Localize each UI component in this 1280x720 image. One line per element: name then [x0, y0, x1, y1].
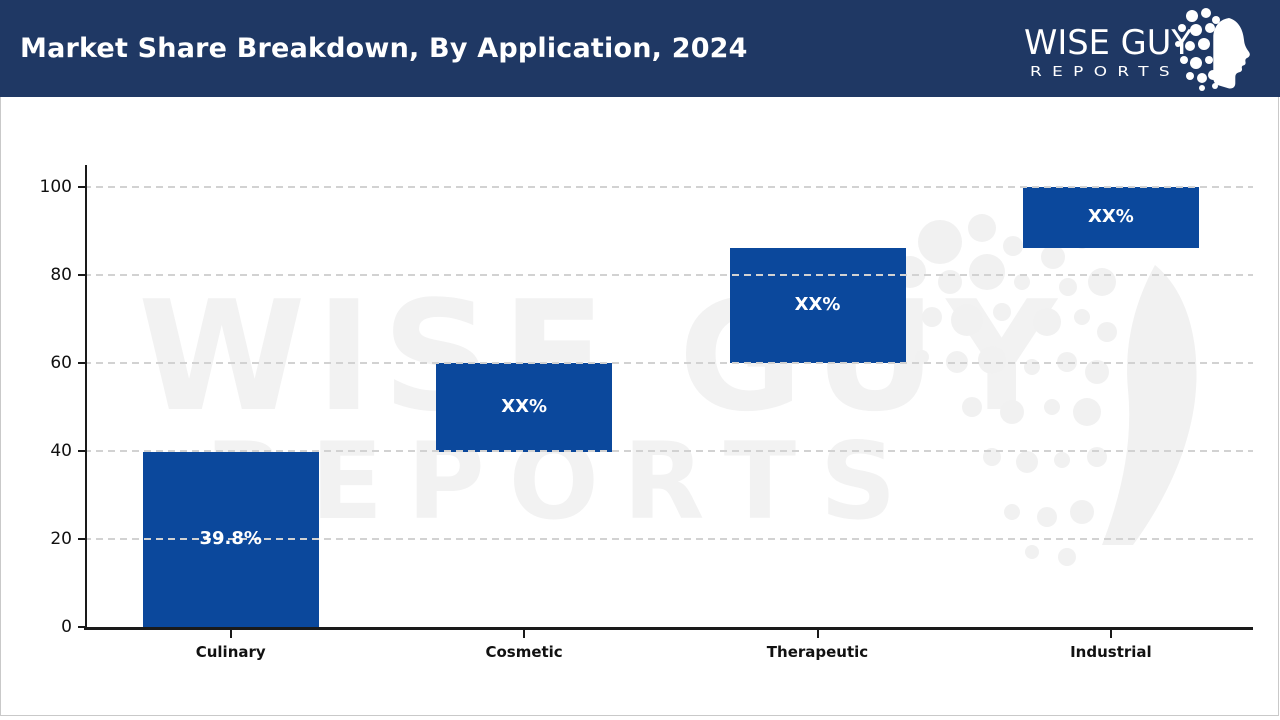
x-category-label-culinary: Culinary — [195, 643, 266, 661]
dotted-face-watermark — [894, 214, 1197, 566]
x-tick-culinary — [229, 630, 232, 638]
logo-wordmark: WISE GUY — [1024, 23, 1192, 63]
wise-guy-reports-logo: WISE GUY REPORTS — [1024, 8, 1250, 91]
y-tick-40 — [78, 450, 86, 452]
y-tick-label-60: 60 — [50, 353, 72, 373]
gridline-40 — [84, 450, 1253, 452]
bar-value-label-therapeutic: XX% — [794, 294, 841, 316]
x-category-label-cosmetic: Cosmetic — [485, 643, 563, 661]
logo-sub-wordmark: REPORTS — [1030, 65, 1180, 80]
x-axis-line — [84, 627, 1253, 630]
x-category-label-industrial: Industrial — [1070, 643, 1152, 661]
y-axis-line — [85, 165, 87, 630]
y-tick-label-40: 40 — [50, 441, 72, 461]
y-tick-label-20: 20 — [50, 529, 72, 549]
gridline-20 — [84, 538, 1253, 540]
bar-value-label-industrial: XX% — [1087, 206, 1134, 228]
page-title: Market Share Breakdown, By Application, … — [20, 33, 748, 64]
header-bar: Market Share Breakdown, By Application, … — [0, 0, 1280, 97]
x-tick-industrial — [1109, 630, 1112, 638]
y-tick-label-0: 0 — [61, 617, 72, 637]
gridline-60 — [84, 362, 1253, 364]
gridline-100 — [84, 186, 1253, 188]
y-tick-label-80: 80 — [50, 265, 72, 285]
y-tick-label-100: 100 — [39, 177, 72, 197]
bar-value-label-culinary: 39.8% — [199, 528, 262, 550]
x-category-label-therapeutic: Therapeutic — [766, 643, 869, 661]
gridline-80 — [84, 274, 1253, 276]
logo-dotted-face-icon — [1175, 8, 1250, 91]
x-tick-cosmetic — [523, 630, 526, 638]
y-tick-20 — [78, 538, 86, 540]
bar-cosmetic — [436, 363, 613, 452]
x-tick-therapeutic — [816, 630, 819, 638]
y-tick-100 — [78, 186, 86, 188]
bar-therapeutic — [729, 247, 906, 363]
y-tick-0 — [78, 626, 86, 628]
bar-value-label-cosmetic: XX% — [501, 396, 547, 418]
y-tick-80 — [78, 274, 86, 276]
bar-industrial — [1022, 187, 1199, 248]
y-tick-60 — [78, 362, 86, 364]
